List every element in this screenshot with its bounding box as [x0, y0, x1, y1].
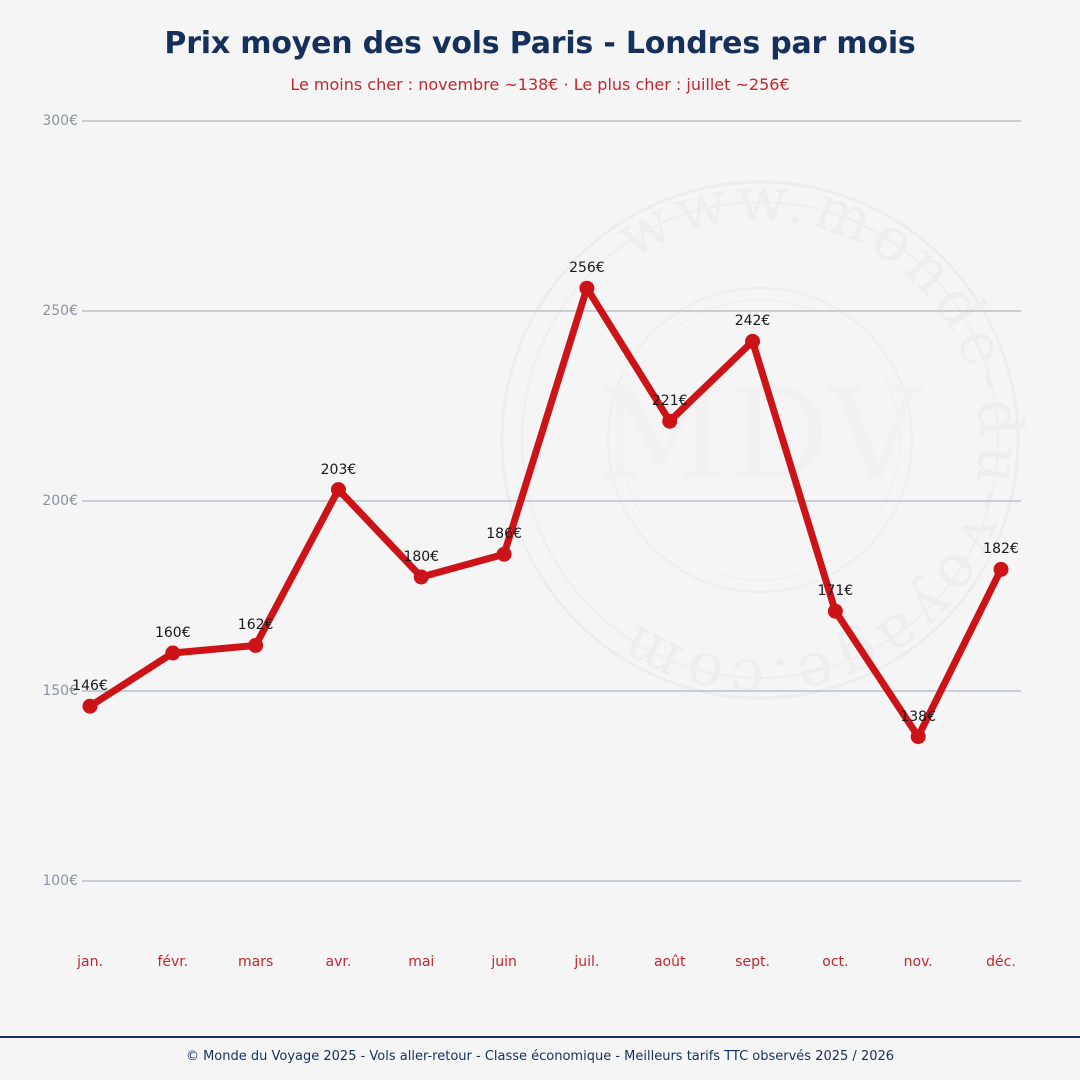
- data-point-marker[interactable]: [496, 546, 512, 562]
- data-point-marker[interactable]: [579, 280, 595, 296]
- x-axis-tick-label: août: [653, 954, 686, 970]
- y-axis-tick-label: 200€: [42, 493, 78, 509]
- x-axis-tick-label: mars: [237, 954, 274, 970]
- footer-caption: © Monde du Voyage 2025 - Vols aller-reto…: [185, 1049, 895, 1064]
- y-axis-tick-label: 300€: [42, 113, 78, 129]
- data-point-marker[interactable]: [413, 569, 429, 585]
- x-axis-tick-label: jan.: [77, 954, 103, 970]
- x-axis-tick-label: nov.: [903, 954, 933, 970]
- x-axis-tick-label: févr.: [157, 954, 189, 970]
- gridlines: [82, 120, 1021, 882]
- data-point-marker[interactable]: [248, 637, 264, 653]
- data-point-marker[interactable]: [910, 729, 926, 745]
- price-line-series: [86, 284, 1005, 741]
- chart-subtitle: Le moins cher : novembre ~138€ · Le plus…: [290, 75, 790, 94]
- x-axis-tick-label: juin: [491, 954, 517, 970]
- page-title: Prix moyen des vols Paris - Londres par …: [164, 26, 916, 61]
- plot-area: 100€ 150€ 200€ 250€ 300€ jan. févr. mars avr. ma…: [42, 113, 1021, 970]
- y-axis-tick-label: 250€: [42, 303, 78, 319]
- y-axis-tick-label: 100€: [42, 873, 78, 889]
- data-point-marker[interactable]: [827, 603, 843, 619]
- footer-divider: [0, 1036, 1080, 1038]
- data-point-marker[interactable]: [165, 645, 181, 661]
- data-point-marker[interactable]: [330, 482, 346, 498]
- y-axis-tick-label: 150€: [42, 683, 78, 699]
- price-data-points: [82, 280, 1009, 745]
- x-axis-tick-label: juil.: [574, 954, 600, 970]
- x-axis-tick-label: avr.: [325, 954, 352, 970]
- x-axis-tick-label: oct.: [822, 954, 849, 970]
- data-point-marker[interactable]: [745, 333, 761, 349]
- data-point-marker[interactable]: [662, 413, 678, 429]
- x-axis-tick-label: mai: [408, 954, 435, 970]
- x-axis-tick-label: sept.: [735, 954, 770, 970]
- x-axis-tick-label: déc.: [986, 954, 1016, 970]
- data-point-marker[interactable]: [993, 561, 1009, 577]
- data-point-marker[interactable]: [82, 698, 98, 714]
